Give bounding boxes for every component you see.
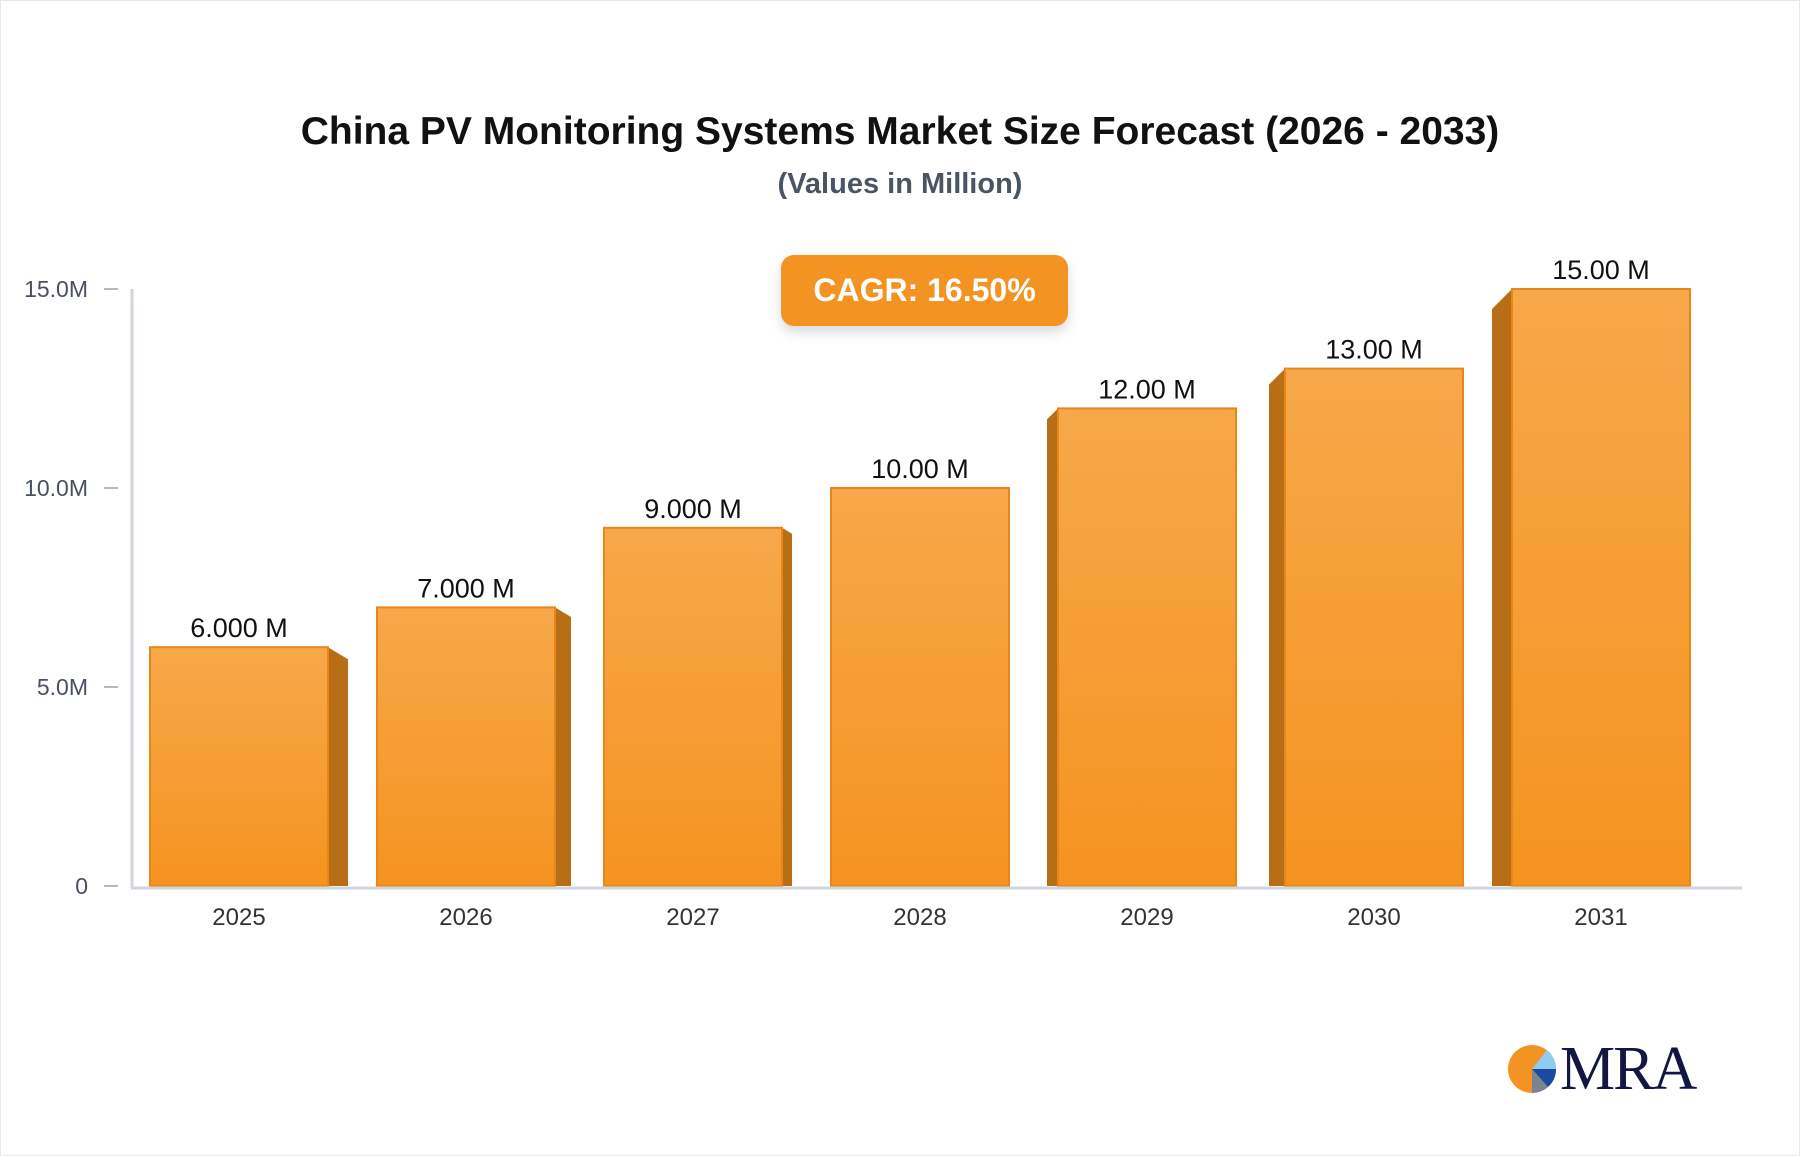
- pie-logo-icon: [1508, 1045, 1557, 1094]
- bar-2026: [376, 606, 556, 888]
- bar-side-2026: [555, 607, 571, 886]
- mra-logo: MRA: [1506, 1035, 1697, 1103]
- x-tick-label-2029: 2029: [1120, 904, 1173, 931]
- y-tick-label-10: 10.0M: [24, 475, 88, 501]
- bar-2025: [149, 646, 329, 888]
- x-tick-label-2025: 2025: [212, 904, 265, 931]
- bar-side-2029: [1047, 408, 1058, 886]
- data-label-2029: 12.00 M: [1098, 374, 1196, 404]
- data-label-2026: 7.000 M: [417, 573, 515, 603]
- bar-2031: [1511, 288, 1691, 887]
- data-label-2025: 6.000 M: [190, 613, 288, 643]
- bar-2027: [603, 526, 783, 887]
- logo-text: MRA: [1560, 1034, 1697, 1103]
- x-tick-label-2031: 2031: [1574, 904, 1627, 931]
- bar-side-2031: [1492, 289, 1512, 886]
- bar-2030: [1284, 367, 1464, 888]
- x-tick-label-2026: 2026: [439, 904, 492, 931]
- chart-title: China PV Monitoring Systems Market Size …: [300, 110, 1500, 153]
- bar-2029: [1057, 407, 1237, 887]
- x-tick-label-2028: 2028: [893, 904, 946, 931]
- chart-subtitle: (Values in Million): [777, 168, 1023, 200]
- data-label-2031: 15.00 M: [1552, 255, 1650, 285]
- cagr-badge: CAGR: 16.50%: [781, 255, 1068, 326]
- bar-2028: [830, 487, 1010, 887]
- data-label-2027: 9.000 M: [644, 494, 742, 524]
- bar-side-2025: [328, 647, 348, 886]
- y-tick-label-0: 0: [75, 873, 88, 899]
- x-tick-label-2030: 2030: [1347, 904, 1400, 931]
- bar-side-2030: [1269, 368, 1285, 887]
- x-tick-label-2027: 2027: [666, 904, 719, 931]
- y-tick-label-15: 15.0M: [24, 276, 88, 302]
- data-label-2030: 13.00 M: [1325, 335, 1423, 365]
- y-tick-label-5: 5.0M: [37, 674, 88, 700]
- data-label-2028: 10.00 M: [871, 454, 969, 484]
- bar-side-2027: [782, 527, 792, 886]
